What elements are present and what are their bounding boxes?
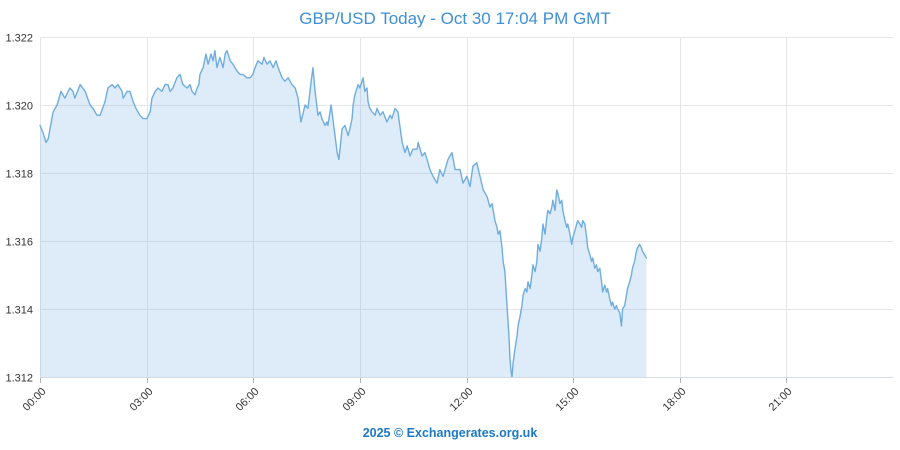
plot-area[interactable] [40,37,893,377]
y-axis-tick-label: 1.320 [5,101,33,113]
x-axis-tick-label: 18:00 [661,386,689,414]
chart-title: GBP/USD Today - Oct 30 17:04 PM GMT [299,9,611,28]
price-area-fill [40,50,647,377]
x-axis-tick-label: 12:00 [448,386,476,414]
x-axis-tick-label: 06:00 [234,386,262,414]
x-axis-tick-label: 21:00 [767,386,795,414]
y-axis-tick-label: 1.314 [5,305,33,317]
x-axis-tick-label: 03:00 [128,386,156,414]
y-axis-tick-label: 1.312 [5,373,33,385]
y-axis-tick-label: 1.318 [5,169,33,181]
y-axis-tick-label: 1.316 [5,237,33,249]
price-line [39,49,648,378]
x-axis-tick-label: 00:00 [21,386,49,414]
footer-credit-link[interactable]: 2025 © Exchangerates.org.uk [362,426,538,440]
x-axis-tick-label: 09:00 [341,386,369,414]
y-axis-tick-label: 1.322 [5,33,33,45]
x-axis-tick-label: 15:00 [554,386,582,414]
